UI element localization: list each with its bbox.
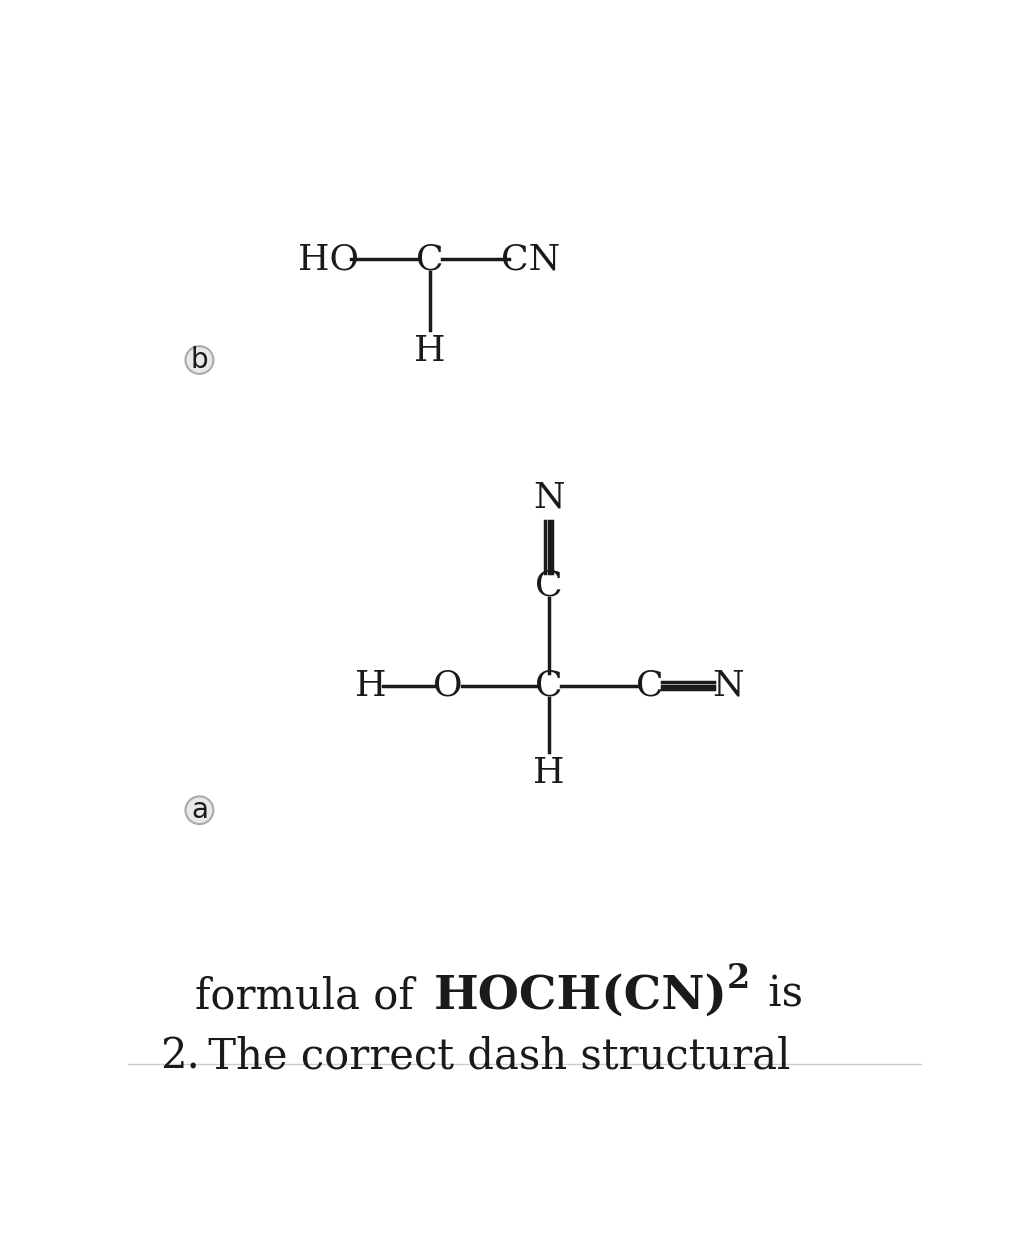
Text: N: N [713, 669, 744, 703]
Text: HOCH(CN): HOCH(CN) [433, 973, 727, 1019]
Text: H: H [532, 756, 564, 790]
Circle shape [185, 796, 213, 824]
Text: C: C [535, 669, 562, 703]
Text: O: O [433, 669, 463, 703]
Text: C: C [535, 569, 562, 602]
Text: a: a [190, 796, 208, 825]
Text: C: C [416, 243, 443, 276]
Text: CN: CN [501, 243, 560, 276]
Text: formula of: formula of [196, 977, 427, 1018]
Text: N: N [532, 481, 564, 515]
Circle shape [185, 346, 213, 374]
Text: H: H [414, 335, 445, 368]
Text: b: b [190, 346, 208, 374]
Text: C: C [636, 669, 664, 703]
Text: 2: 2 [727, 962, 751, 994]
Text: H: H [354, 669, 386, 703]
Text: is: is [755, 973, 803, 1015]
Text: The correct dash structural: The correct dash structural [196, 1035, 791, 1077]
Text: 2.: 2. [160, 1035, 200, 1077]
Text: HO: HO [298, 243, 359, 276]
